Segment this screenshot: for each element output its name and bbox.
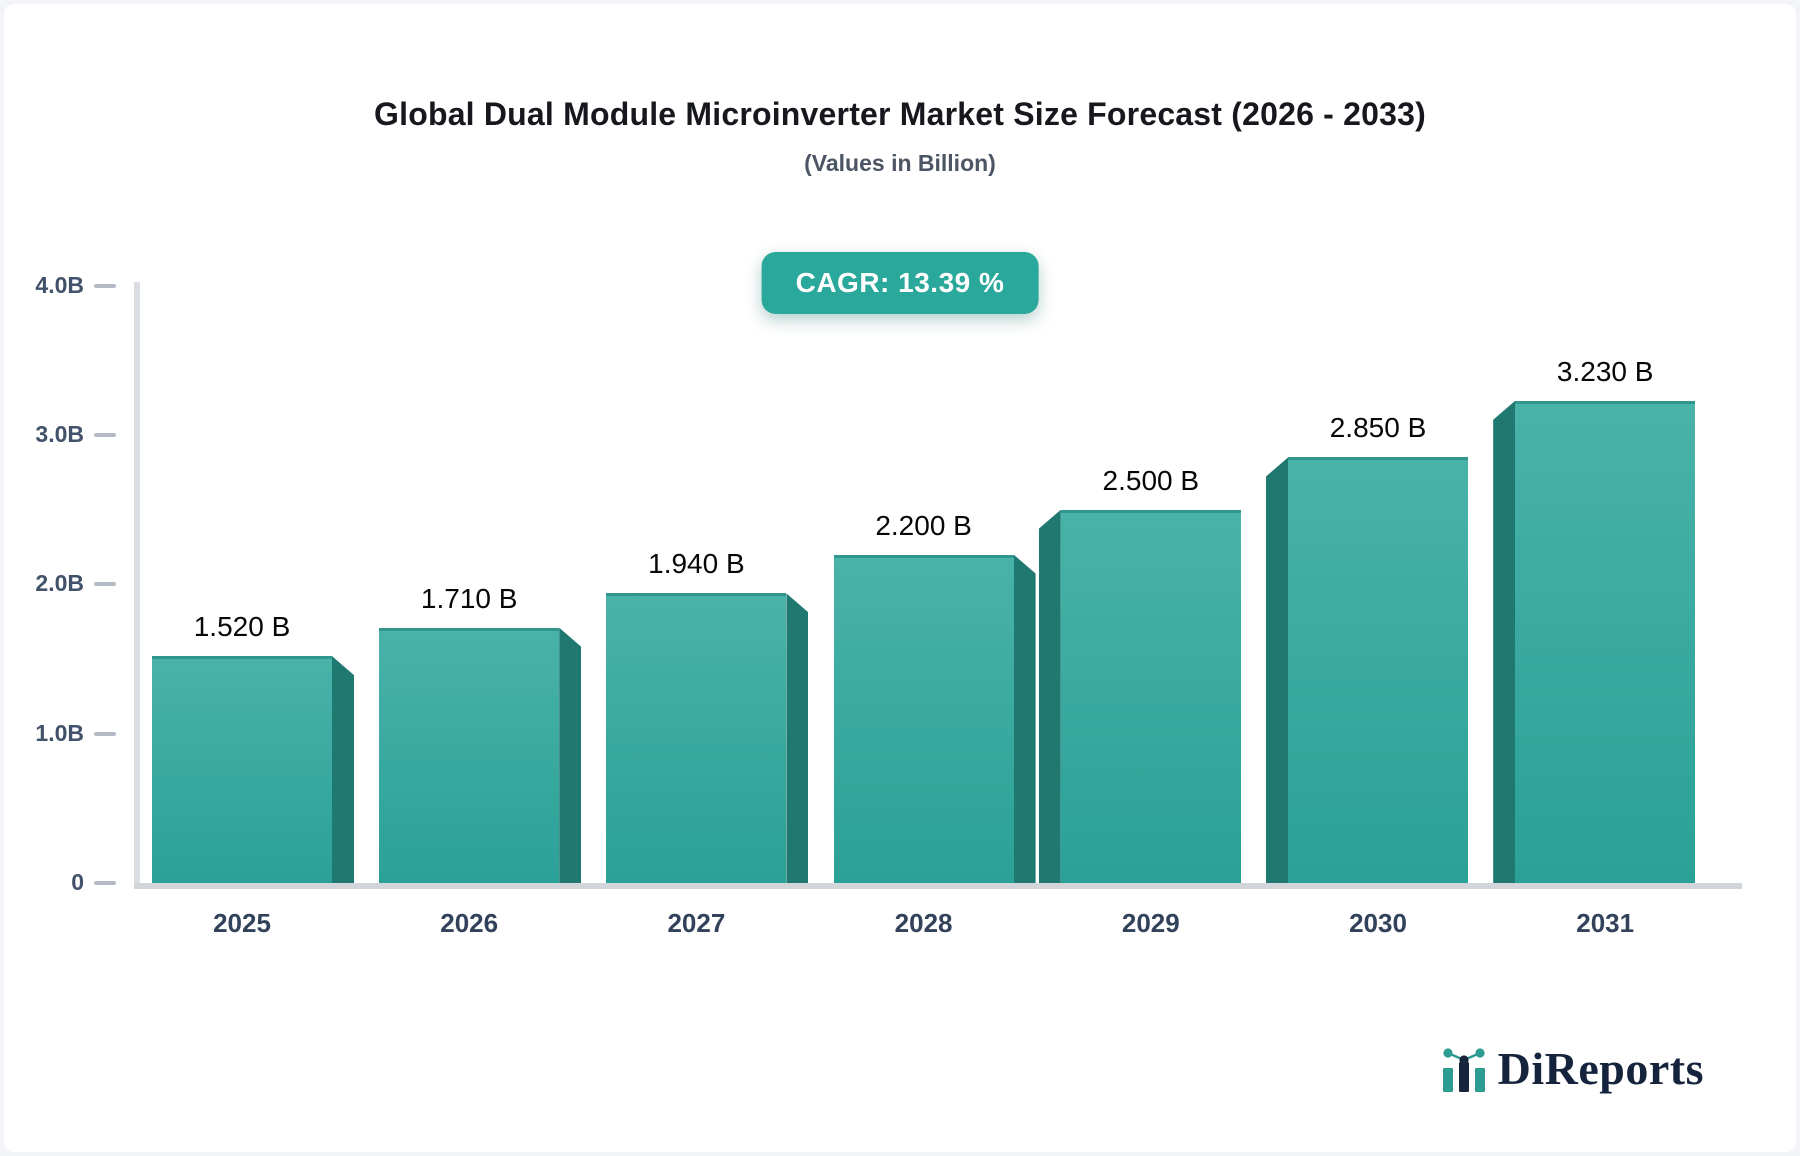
bar-value-label: 2.850 B	[1329, 412, 1427, 444]
bar-2028	[833, 554, 1014, 883]
bar-2027	[606, 593, 787, 883]
bar-2030	[1288, 457, 1468, 883]
y-axis-label: 4.0B	[35, 271, 84, 298]
chart-subtitle: (Values in Billion)	[804, 150, 996, 176]
logo-text: DiReports	[1497, 1043, 1704, 1094]
bar-line-chart-icon	[1442, 1047, 1485, 1092]
bar-2026	[379, 627, 560, 883]
y-axis-tick	[94, 731, 116, 736]
y-axis-line	[134, 282, 140, 889]
bar-side-face	[786, 593, 809, 883]
x-axis-label-2029: 2029	[1121, 908, 1180, 938]
bar-side-face	[1038, 509, 1061, 883]
bar-value-label: 3.230 B	[1556, 355, 1654, 387]
bar-value-label: 2.200 B	[875, 509, 972, 541]
y-axis-label: 0	[71, 869, 84, 895]
bar-value-label: 1.520 B	[193, 611, 291, 643]
chart-title: Global Dual Module Microinverter Market …	[374, 96, 1426, 132]
bar-2029	[1060, 509, 1241, 883]
bar-2031	[1515, 400, 1696, 883]
x-axis-label-2031: 2031	[1576, 908, 1635, 938]
bar-side-face	[1493, 400, 1516, 883]
bar-side-face	[332, 656, 354, 883]
y-axis-tick	[94, 283, 116, 288]
bar-side-face	[559, 627, 582, 883]
bar-2025	[152, 656, 332, 883]
x-axis-label-2030: 2030	[1349, 908, 1407, 938]
bar-value-label: 1.940 B	[648, 548, 745, 580]
bar-value-label: 1.710 B	[420, 582, 518, 614]
x-axis-label-2028: 2028	[894, 908, 953, 938]
cagr-badge: CAGR: 13.39 %	[761, 252, 1039, 314]
bar-side-face	[1266, 457, 1288, 883]
x-axis-label-2026: 2026	[440, 908, 499, 938]
y-axis-label: 3.0B	[35, 421, 84, 448]
y-axis-label: 1.0B	[35, 719, 84, 746]
bar-value-label: 2.500 B	[1102, 464, 1200, 496]
bar-side-face	[1013, 554, 1036, 883]
x-axis-line	[134, 883, 1742, 889]
y-axis-tick	[94, 582, 116, 587]
x-axis-label-2027: 2027	[667, 908, 726, 938]
y-axis-label: 2.0B	[35, 570, 84, 597]
x-axis-label-2025: 2025	[213, 908, 271, 938]
y-axis-tick	[94, 433, 116, 438]
direports-logo: DiReports	[1440, 1042, 1704, 1095]
y-axis-tick	[94, 881, 116, 885]
